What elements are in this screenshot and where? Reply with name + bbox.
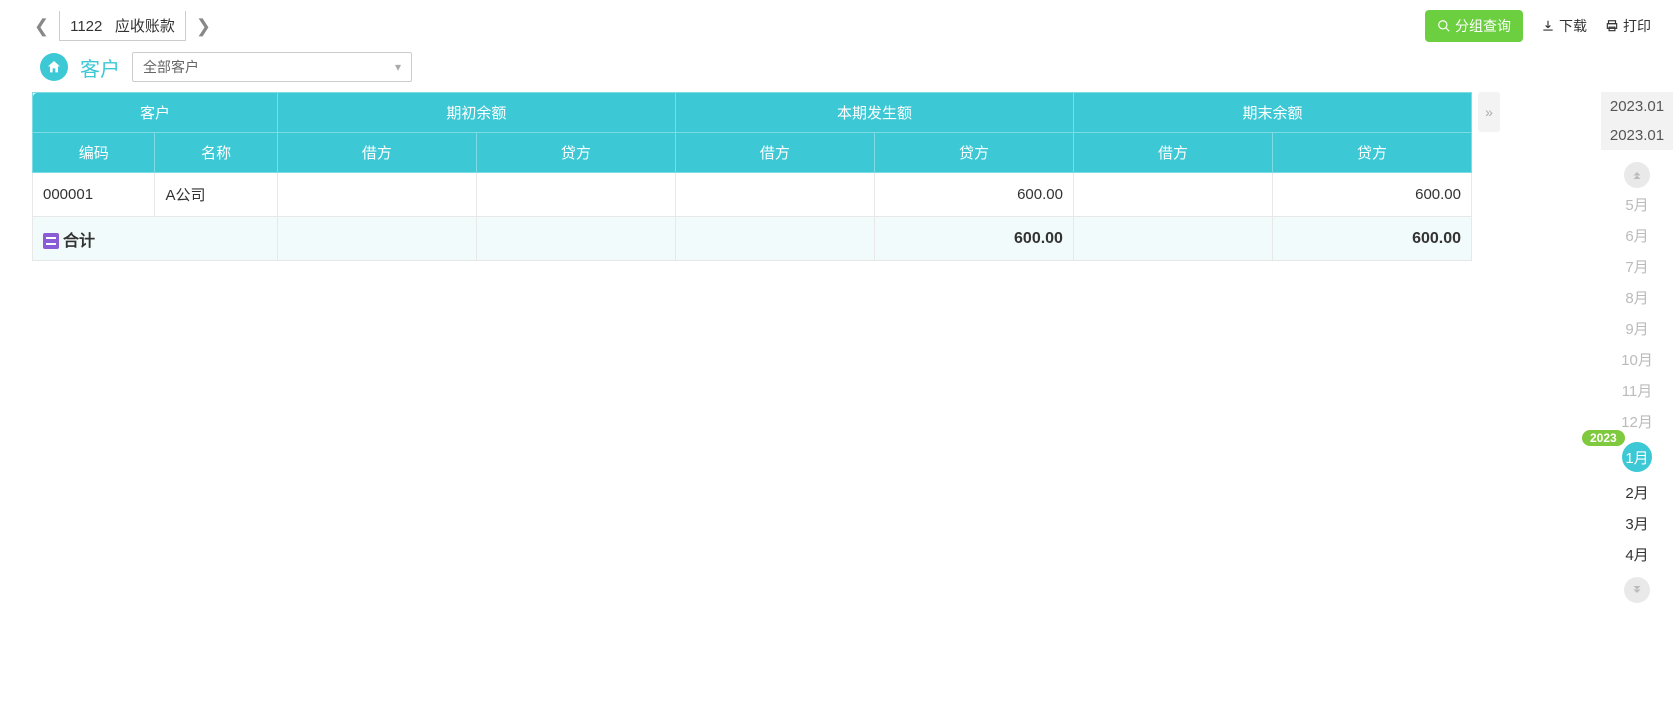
cell-total-current-debit xyxy=(675,217,874,261)
group-query-button[interactable]: 分组查询 xyxy=(1425,10,1523,42)
scroll-down-button[interactable] xyxy=(1624,577,1650,603)
home-icon[interactable] xyxy=(40,53,68,81)
th-closing: 期末余额 xyxy=(1073,93,1471,133)
th-current-credit: 贷方 xyxy=(874,133,1073,173)
month-item[interactable]: 5月 xyxy=(1625,194,1648,215)
topbar: ❮ 1122 应收账款 ❯ 分组查询 下载 打印 xyxy=(0,0,1679,48)
download-icon xyxy=(1541,19,1555,33)
download-button[interactable]: 下载 xyxy=(1541,16,1587,36)
th-opening-credit: 贷方 xyxy=(476,133,675,173)
cell-total-current-credit: 600.00 xyxy=(874,217,1073,261)
month-item[interactable]: 9月 xyxy=(1625,318,1648,339)
account-selector[interactable]: 1122 应收账款 xyxy=(59,11,186,41)
cell-current-credit: 600.00 xyxy=(874,173,1073,217)
month-item[interactable]: 10月 xyxy=(1621,349,1653,370)
table-row[interactable]: 000001A公司 600.00 600.00 xyxy=(33,173,1472,217)
account-name: 应收账款 xyxy=(115,18,175,35)
chevron-down-icon: ▾ xyxy=(395,60,401,74)
print-button[interactable]: 打印 xyxy=(1605,16,1651,36)
cell-total-closing-debit xyxy=(1073,217,1272,261)
print-label: 打印 xyxy=(1623,16,1651,36)
th-current: 本期发生额 xyxy=(675,93,1073,133)
filter-label: 客户 xyxy=(80,53,120,82)
month-item[interactable]: 7月 xyxy=(1625,256,1648,277)
th-opening: 期初余额 xyxy=(277,93,675,133)
cell-total-opening-credit xyxy=(476,217,675,261)
sidebar-collapse-handle[interactable]: » xyxy=(1478,92,1500,132)
th-code: 编码 xyxy=(33,133,155,173)
month-item[interactable]: 8月 xyxy=(1625,287,1648,308)
cell-closing-debit xyxy=(1073,173,1272,217)
print-icon xyxy=(1605,19,1619,33)
cell-opening-debit xyxy=(277,173,476,217)
month-item[interactable]: 12月 xyxy=(1621,411,1653,432)
month-list: 5月 6月 7月 8月 9月 10月 11月 12月 1月2023 2月 3月 4月 xyxy=(1601,194,1673,565)
table-total-row: 合计 600.00 600.00 xyxy=(33,217,1472,261)
cell-total-opening-debit xyxy=(277,217,476,261)
period-from[interactable]: 2023.01 xyxy=(1601,92,1673,121)
cell-closing-credit: 600.00 xyxy=(1272,173,1471,217)
th-current-debit: 借方 xyxy=(675,133,874,173)
period-to[interactable]: 2023.01 xyxy=(1601,121,1673,150)
search-icon xyxy=(1437,19,1451,33)
period-sidebar: 2023.01 2023.01 5月 6月 7月 8月 9月 10月 11月 12月 1月202… xyxy=(1601,92,1673,609)
total-icon xyxy=(43,233,59,249)
download-label: 下载 xyxy=(1559,16,1587,36)
cell-total-closing-credit: 600.00 xyxy=(1272,217,1471,261)
cell-opening-credit xyxy=(476,173,675,217)
month-item[interactable]: 4月 xyxy=(1625,544,1648,565)
scroll-up-button[interactable] xyxy=(1624,162,1650,188)
th-closing-debit: 借方 xyxy=(1073,133,1272,173)
filter-row: 客户 全部客户 ▾ xyxy=(0,48,1679,92)
group-query-label: 分组查询 xyxy=(1455,16,1511,36)
next-account-arrow[interactable]: ❯ xyxy=(190,16,217,37)
th-name: 名称 xyxy=(155,133,277,173)
month-item-active[interactable]: 1月2023 xyxy=(1622,442,1652,472)
month-item[interactable]: 6月 xyxy=(1625,225,1648,246)
month-item[interactable]: 2月 xyxy=(1625,482,1648,503)
month-item[interactable]: 3月 xyxy=(1625,513,1648,534)
prev-account-arrow[interactable]: ❮ xyxy=(28,16,55,37)
cell-name: A公司 xyxy=(155,173,277,217)
account-code: 1122 xyxy=(70,18,102,35)
th-opening-debit: 借方 xyxy=(277,133,476,173)
customer-select[interactable]: 全部客户 ▾ xyxy=(132,52,412,82)
year-badge: 2023 xyxy=(1582,430,1625,446)
data-table: 客户 期初余额 本期发生额 期末余额 编码 名称 借方 贷方 借方 贷方 借方 … xyxy=(32,92,1472,261)
cell-current-debit xyxy=(675,173,874,217)
th-closing-credit: 贷方 xyxy=(1272,133,1471,173)
cell-total-label: 合计 xyxy=(33,217,278,261)
th-customer: 客户 xyxy=(33,93,278,133)
customer-select-value: 全部客户 xyxy=(143,57,199,77)
cell-code: 000001 xyxy=(33,173,155,217)
month-item[interactable]: 11月 xyxy=(1622,380,1653,401)
